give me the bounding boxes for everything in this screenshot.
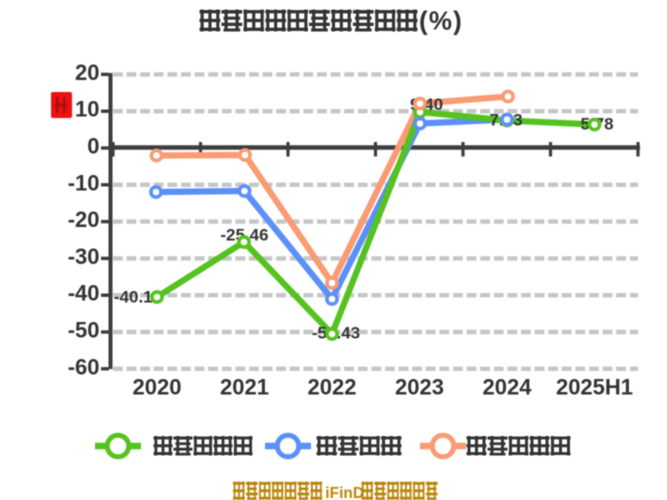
- svg-text:10: 10: [75, 97, 99, 122]
- svg-text:-40: -40: [68, 281, 100, 306]
- svg-text:2023: 2023: [395, 375, 444, 400]
- svg-text:2020: 2020: [133, 375, 182, 400]
- svg-text:-10: -10: [68, 170, 100, 195]
- svg-text:-60: -60: [68, 354, 100, 379]
- svg-text:(%): (%): [419, 6, 463, 36]
- svg-text:-40.19: -40.19: [114, 288, 162, 307]
- svg-text:-20: -20: [68, 207, 100, 232]
- svg-text:20: 20: [75, 60, 99, 85]
- svg-text:-50: -50: [68, 318, 100, 343]
- svg-text:2025H1: 2025H1: [556, 375, 633, 400]
- svg-text:2024: 2024: [483, 375, 533, 400]
- svg-text:2021: 2021: [220, 375, 269, 400]
- svg-text:0: 0: [87, 134, 99, 159]
- svg-text:iFinD: iFinD: [325, 485, 364, 500]
- svg-text:2022: 2022: [308, 375, 357, 400]
- svg-text:-30: -30: [68, 244, 100, 269]
- svg-text:-25.46: -25.46: [220, 226, 268, 245]
